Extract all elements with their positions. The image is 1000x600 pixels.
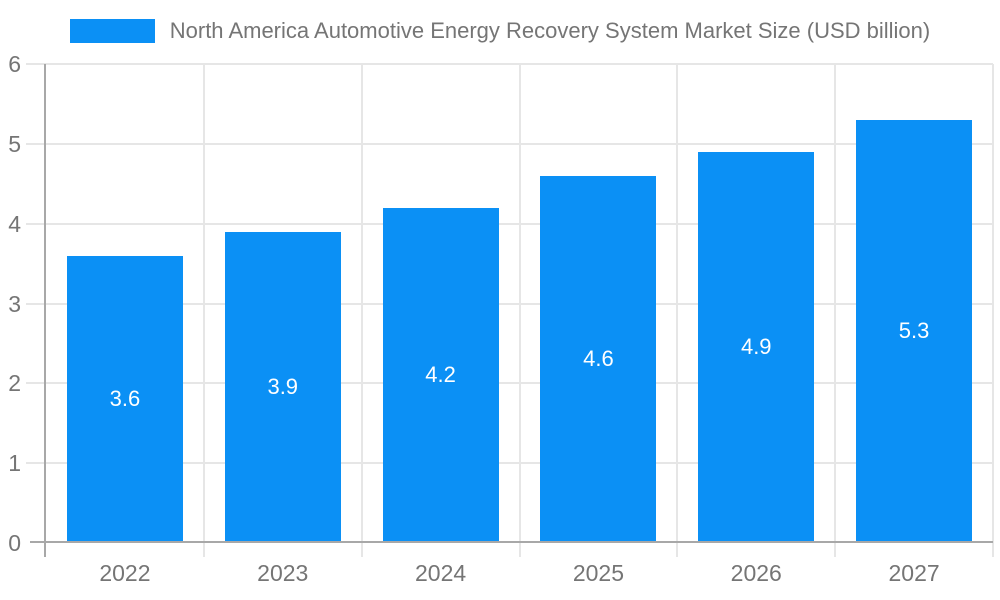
v-gridline-2 [360, 64, 363, 557]
bar-2025[interactable] [540, 175, 657, 543]
v-gridline-4 [676, 64, 679, 557]
h-gridline-4 [26, 222, 993, 225]
x-tick-label-2027: 2027 [888, 560, 940, 586]
x-tick-label-2023: 2023 [257, 560, 309, 586]
v-gridline-1 [202, 64, 205, 557]
bar-2023[interactable] [224, 231, 341, 543]
x-tick-label-2022: 2022 [99, 560, 151, 586]
v-gridline-5 [834, 64, 837, 557]
bar-2022[interactable] [66, 255, 183, 543]
x-tick-label-2026: 2026 [730, 560, 782, 586]
y-tick-label-1: 1 [8, 450, 21, 477]
legend-swatch [69, 19, 155, 43]
v-gridline-6 [992, 64, 994, 557]
bar-2026[interactable] [698, 151, 815, 543]
h-gridline-2 [26, 382, 993, 385]
y-axis-line [44, 64, 46, 557]
h-gridline-5 [26, 142, 993, 145]
bar-value-label-2025: 4.6 [583, 346, 614, 372]
y-tick-label-3: 3 [8, 290, 21, 317]
legend-label: North America Automotive Energy Recovery… [169, 18, 931, 43]
bar-value-label-2023: 3.9 [267, 374, 299, 400]
x-tick-label-2024: 2024 [414, 560, 467, 586]
bar-value-label-2024: 4.2 [425, 362, 456, 388]
h-gridline-3 [26, 302, 993, 305]
v-gridline-3 [518, 64, 521, 557]
x-tick-label-2025: 2025 [572, 560, 624, 586]
chart-legend: North America Automotive Energy Recovery… [0, 17, 1000, 45]
h-gridline-6 [26, 63, 993, 65]
h-gridline-1 [26, 462, 993, 465]
y-tick-label-6: 6 [8, 51, 21, 77]
bar-2027[interactable] [856, 119, 973, 543]
y-tick-label-5: 5 [8, 130, 21, 157]
bar-value-label-2026: 4.9 [740, 334, 772, 360]
bar-value-label-2022: 3.6 [109, 386, 141, 412]
y-tick-label-4: 4 [8, 210, 21, 237]
y-tick-label-0: 0 [8, 530, 21, 556]
bar-value-label-2027: 5.3 [898, 318, 930, 344]
bar-2024[interactable] [382, 207, 499, 543]
y-tick-label-2: 2 [8, 370, 21, 397]
x-axis-line [30, 541, 993, 543]
